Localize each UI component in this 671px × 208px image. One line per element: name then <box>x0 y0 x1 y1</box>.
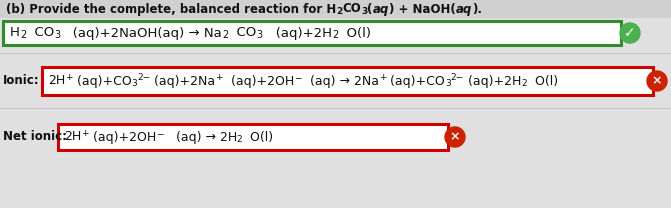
Text: −: − <box>295 73 302 82</box>
Text: 3: 3 <box>445 79 451 88</box>
Text: O(l): O(l) <box>242 130 274 144</box>
Text: (aq)+2Na: (aq)+2Na <box>150 74 215 88</box>
Text: (aq)+2H: (aq)+2H <box>263 26 332 40</box>
Text: (aq)+2NaOH(aq) → Na: (aq)+2NaOH(aq) → Na <box>60 26 222 40</box>
Text: +: + <box>215 73 223 82</box>
FancyBboxPatch shape <box>58 124 448 150</box>
Text: 2−: 2− <box>138 73 150 82</box>
Text: O(l): O(l) <box>527 74 558 88</box>
Text: ).: ). <box>472 2 482 16</box>
Text: 2: 2 <box>20 31 26 41</box>
Text: CO: CO <box>342 2 361 16</box>
Text: (aq) → 2Na: (aq) → 2Na <box>302 74 378 88</box>
Text: Ionic:: Ionic: <box>3 73 40 87</box>
Text: (aq)+CO: (aq)+CO <box>386 74 445 88</box>
Text: 2−: 2− <box>451 73 464 82</box>
Text: 2H: 2H <box>48 74 65 88</box>
FancyBboxPatch shape <box>0 0 671 18</box>
Text: ×: × <box>652 74 662 88</box>
FancyBboxPatch shape <box>3 21 621 45</box>
Text: CO: CO <box>26 26 54 40</box>
Text: (b) Provide the complete, balanced reaction for H: (b) Provide the complete, balanced react… <box>6 2 336 16</box>
Text: 2: 2 <box>336 7 342 16</box>
Text: aq: aq <box>373 2 389 16</box>
Text: ✓: ✓ <box>624 26 636 40</box>
Text: (aq) → 2H: (aq) → 2H <box>164 130 237 144</box>
Text: +: + <box>81 129 89 138</box>
Circle shape <box>647 71 667 91</box>
Text: (aq)+2OH: (aq)+2OH <box>89 130 156 144</box>
Text: 3: 3 <box>132 79 138 88</box>
Text: aq: aq <box>456 2 472 16</box>
Text: 2: 2 <box>237 135 242 145</box>
Text: CO: CO <box>229 26 257 40</box>
Text: 3: 3 <box>54 31 60 41</box>
Text: −: − <box>156 129 164 138</box>
Text: Net ionic:: Net ionic: <box>3 130 67 142</box>
Text: O(l): O(l) <box>338 26 371 40</box>
Text: 3: 3 <box>257 31 263 41</box>
Text: (aq)+CO: (aq)+CO <box>72 74 132 88</box>
Text: 2: 2 <box>521 79 527 88</box>
FancyBboxPatch shape <box>42 67 653 95</box>
Text: +: + <box>378 73 386 82</box>
Text: (: ( <box>368 2 373 16</box>
Text: ) + NaOH(: ) + NaOH( <box>389 2 456 16</box>
Text: 3: 3 <box>361 7 368 16</box>
Text: +: + <box>65 73 72 82</box>
Text: (aq)+2H: (aq)+2H <box>464 74 521 88</box>
Text: (aq)+2OH: (aq)+2OH <box>223 74 295 88</box>
Text: H: H <box>10 26 20 40</box>
Circle shape <box>445 127 465 147</box>
Text: 2: 2 <box>332 31 338 41</box>
Text: 2H: 2H <box>64 130 81 144</box>
Text: 2: 2 <box>222 31 229 41</box>
Text: ×: × <box>450 130 460 144</box>
Circle shape <box>620 23 640 43</box>
